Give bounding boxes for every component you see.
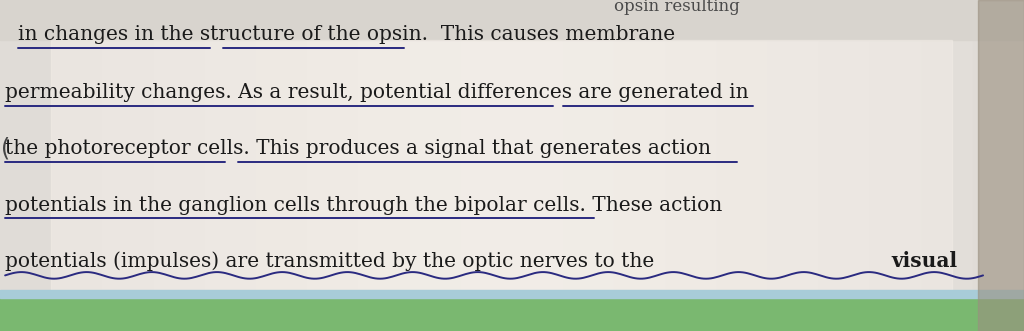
Bar [614, 0, 666, 291]
Bar [410, 0, 461, 291]
Text: in changes in the structure of the opsin.  This causes membrane: in changes in the structure of the opsin… [18, 25, 676, 44]
Bar [461, 0, 512, 291]
Bar [256, 0, 307, 291]
Bar [102, 0, 154, 291]
Bar [205, 0, 256, 291]
Bar [563, 0, 614, 291]
Text: visual: visual [891, 252, 957, 271]
Bar [0, 290, 1024, 298]
Bar [768, 0, 819, 291]
Bar [0, 296, 1024, 331]
Bar [973, 0, 1024, 291]
Bar [358, 0, 410, 291]
Bar [666, 0, 717, 291]
Bar [307, 0, 358, 291]
Bar [0, 0, 1024, 40]
Bar [819, 0, 870, 291]
Text: potentials in the ganglion cells through the bipolar cells. These action: potentials in the ganglion cells through… [5, 196, 722, 215]
Bar [717, 0, 768, 291]
Text: (: ( [1, 137, 10, 161]
Bar [512, 0, 563, 291]
Text: opsin resulting: opsin resulting [614, 0, 740, 15]
Bar [922, 0, 973, 291]
Bar [978, 0, 1024, 331]
Bar [51, 40, 952, 291]
Bar [154, 0, 205, 291]
Bar [0, 0, 51, 291]
Bar [51, 0, 102, 291]
Bar [870, 0, 922, 291]
Text: potentials (impulses) are transmitted by the optic nerves to the: potentials (impulses) are transmitted by… [5, 252, 654, 271]
Text: the photoreceptor cells. This produces a signal that generates action: the photoreceptor cells. This produces a… [5, 139, 711, 159]
Text: permeability changes. As a result, potential differences are generated in: permeability changes. As a result, poten… [5, 83, 749, 102]
